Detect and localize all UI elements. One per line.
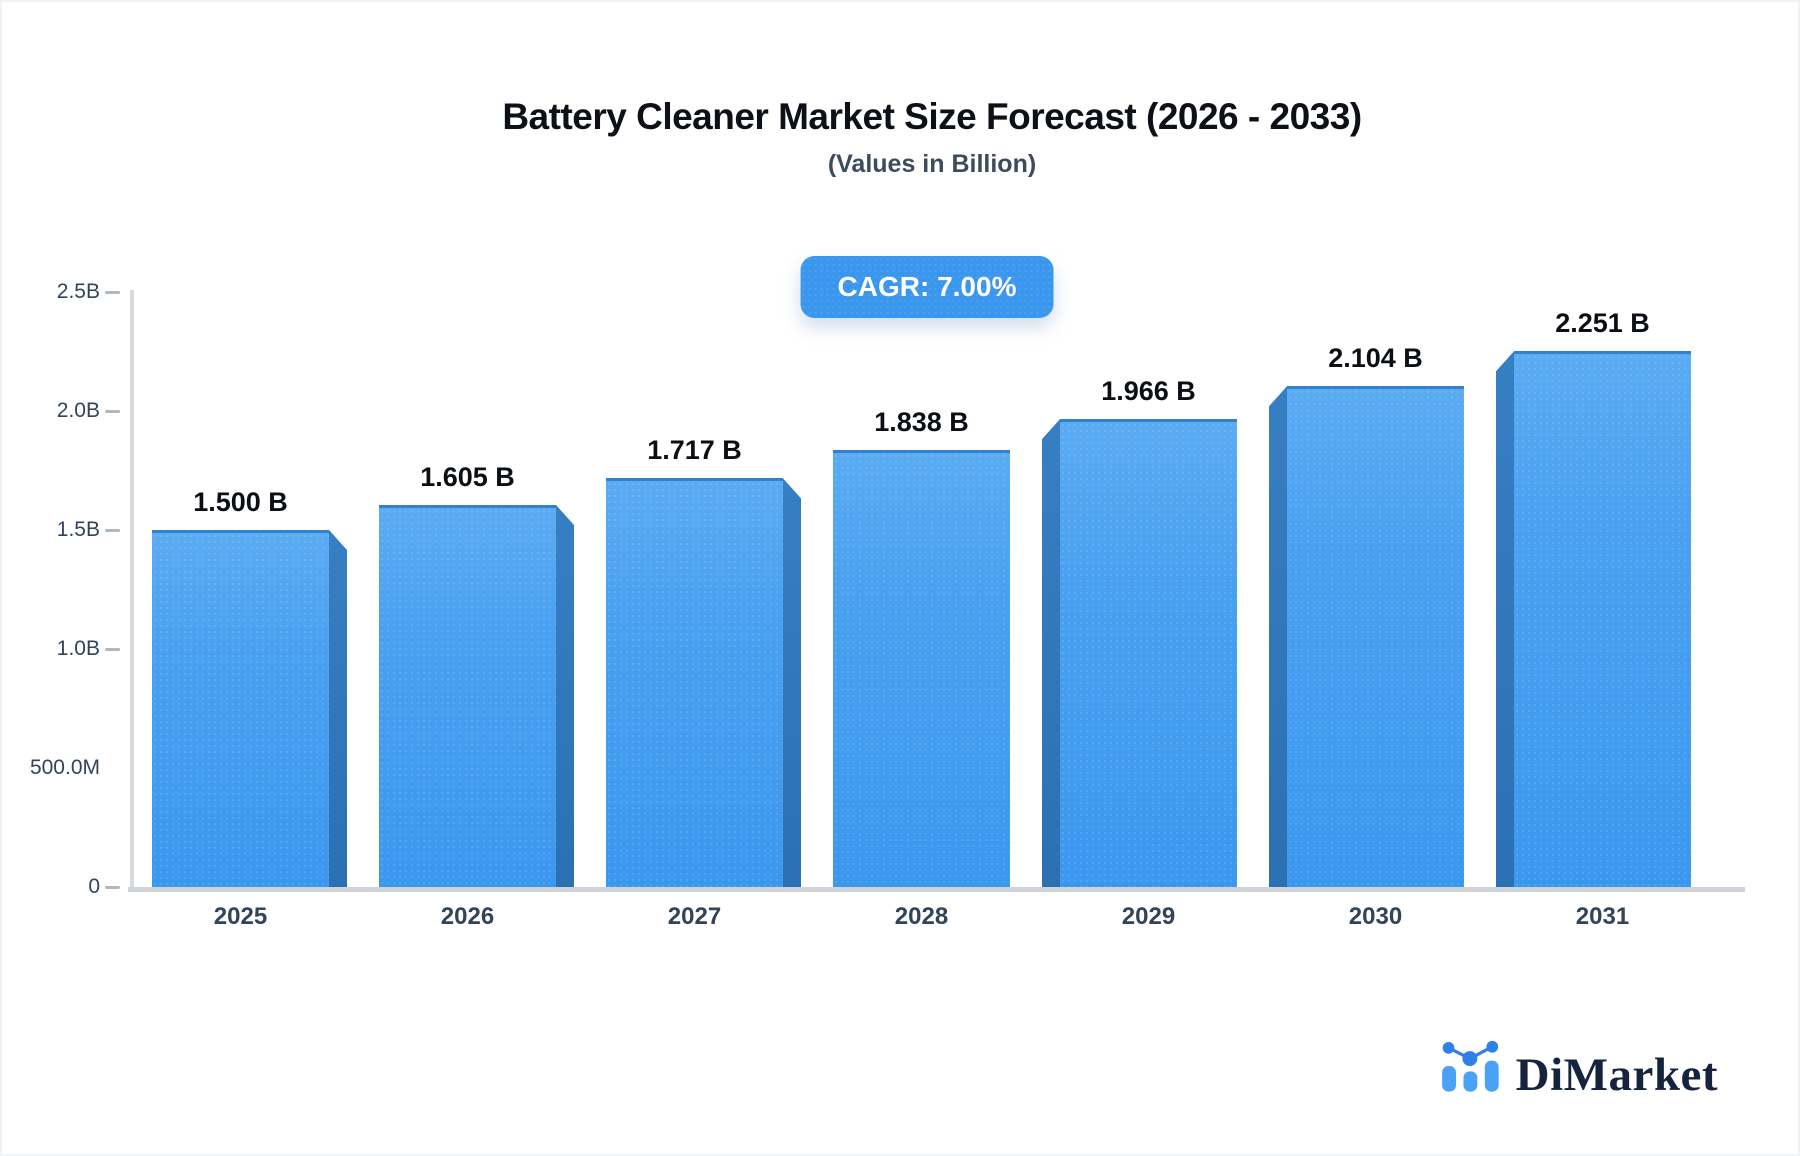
- x-axis-label-2029: 2029: [1121, 903, 1176, 930]
- x-axis-baseline: [128, 887, 1745, 892]
- y-tick-label: 0: [88, 875, 100, 898]
- bar-side-face: [329, 530, 347, 887]
- bar-value-label-2029: 1.966 B: [1101, 376, 1196, 407]
- x-axis-label-2030: 2030: [1348, 903, 1403, 930]
- chart-subtitle: (Values in Billion): [827, 150, 1037, 178]
- cagr-badge: CAGR: 7.00%: [800, 256, 1054, 318]
- y-axis-line: [130, 290, 134, 892]
- chart-title: Battery Cleaner Market Size Forecast (20…: [502, 96, 1362, 137]
- x-axis-label-2025: 2025: [213, 903, 268, 930]
- y-tick-label: 2.0B: [56, 399, 100, 422]
- bar-value-label-2027: 1.717 B: [647, 435, 742, 466]
- y-tick-dash: [105, 886, 120, 889]
- x-axis-label-2026: 2026: [440, 903, 495, 930]
- y-tick-dash: [105, 291, 120, 294]
- bar-front-face: [379, 505, 556, 887]
- bar-side-face: [783, 478, 801, 887]
- bar-side-face: [556, 505, 574, 887]
- bar-2028[interactable]: [833, 449, 1010, 887]
- bar-side-face: [1042, 419, 1060, 887]
- bar-front-face: [152, 530, 329, 887]
- bar-side-face: [1496, 351, 1514, 887]
- y-tick-dash: [105, 648, 120, 651]
- bar-front-face: [833, 449, 1010, 887]
- bar-front-face: [1514, 351, 1691, 887]
- y-tick-dash: [105, 410, 120, 413]
- bar-value-label-2025: 1.500 B: [193, 487, 288, 517]
- bar-value-label-2026: 1.605 B: [420, 462, 515, 492]
- bar-value-label-2031: 2.251 B: [1555, 308, 1650, 339]
- bar-2029[interactable]: [1042, 419, 1237, 887]
- bar-side-face: [1269, 386, 1287, 887]
- x-axis-label-2031: 2031: [1575, 903, 1630, 930]
- x-axis-label-2028: 2028: [894, 903, 949, 930]
- bar-front-face: [606, 478, 783, 887]
- y-tick-label: 1.0B: [56, 637, 100, 660]
- bar-2031[interactable]: [1496, 351, 1691, 887]
- bar-2025[interactable]: [152, 530, 347, 887]
- y-tick-label: 2.5B: [56, 280, 100, 303]
- x-axis-label-2027: 2027: [667, 903, 722, 930]
- bar-2030[interactable]: [1269, 386, 1464, 887]
- bar-front-face: [1060, 419, 1237, 887]
- bar-2027[interactable]: [606, 478, 801, 887]
- logo-wordmark: DiMarket: [1515, 1049, 1718, 1101]
- bar-2026[interactable]: [379, 505, 574, 887]
- y-tick-label: 500.0M: [29, 756, 100, 779]
- bar-value-label-2028: 1.838 B: [874, 406, 969, 437]
- logo-chart-icon: [1440, 1038, 1504, 1099]
- chart-header: Battery Cleaner Market Size Forecast (20…: [62, 96, 1798, 179]
- y-tick-label: 1.5B: [56, 518, 100, 541]
- dimarket-logo: DiMarket: [1440, 1038, 1718, 1099]
- bar-front-face: [1287, 386, 1464, 887]
- y-tick-dash: [105, 529, 120, 532]
- bar-value-label-2030: 2.104 B: [1328, 343, 1423, 374]
